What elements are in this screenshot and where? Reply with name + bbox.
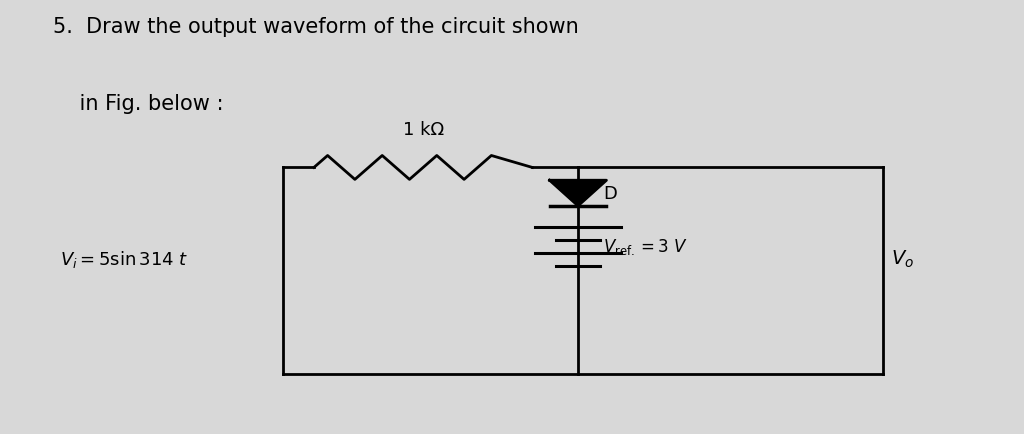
Polygon shape [550, 181, 606, 206]
Text: 1 kΩ: 1 kΩ [402, 120, 443, 138]
Text: in Fig. below :: in Fig. below : [53, 94, 223, 114]
Text: D: D [603, 185, 617, 203]
Text: $V_{\rm ref.} = 3\ V$: $V_{\rm ref.} = 3\ V$ [603, 237, 688, 257]
Text: $V_o$: $V_o$ [891, 248, 913, 269]
Text: 5.  Draw the output waveform of the circuit shown: 5. Draw the output waveform of the circu… [53, 17, 579, 37]
Text: $V_i = 5 \sin 314\ t$: $V_i = 5 \sin 314\ t$ [60, 248, 188, 269]
